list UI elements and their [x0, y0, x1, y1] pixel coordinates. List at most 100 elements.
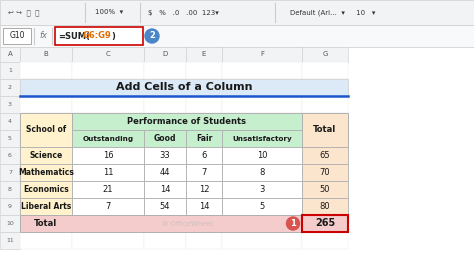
Text: 16: 16: [103, 151, 113, 160]
Text: F: F: [260, 51, 264, 57]
Bar: [3, 28, 31, 44]
Text: =SUM(: =SUM(: [58, 32, 90, 40]
Bar: [0, 164, 20, 181]
Bar: [20, 96, 72, 113]
Bar: [20, 79, 348, 96]
Text: 50: 50: [320, 185, 330, 194]
Bar: [144, 164, 186, 181]
Bar: [0, 181, 20, 198]
Bar: [222, 232, 302, 249]
Text: School of: School of: [26, 125, 66, 134]
Bar: [302, 130, 348, 147]
Text: 1: 1: [290, 219, 296, 228]
Text: C: C: [106, 51, 110, 57]
Text: Liberal Arts: Liberal Arts: [21, 202, 71, 211]
Bar: [302, 181, 348, 198]
Bar: [20, 62, 72, 79]
Bar: [186, 113, 222, 130]
Bar: [20, 79, 72, 96]
Text: 14: 14: [199, 202, 209, 211]
Bar: [144, 79, 186, 96]
Text: A: A: [8, 51, 12, 57]
Bar: [302, 113, 348, 130]
Bar: [0, 96, 20, 113]
Text: Total: Total: [35, 219, 58, 228]
Bar: [186, 147, 222, 164]
Bar: [302, 215, 348, 232]
Text: 14: 14: [160, 185, 170, 194]
Bar: [72, 130, 144, 147]
Bar: [186, 130, 222, 147]
Text: ↩ ↪  🖨  🖊: ↩ ↪ 🖨 🖊: [8, 9, 39, 16]
Text: Unsatisfactory: Unsatisfactory: [232, 136, 292, 142]
Bar: [72, 113, 144, 130]
Text: 11: 11: [103, 168, 113, 177]
Text: ): ): [111, 32, 115, 40]
Text: Default (Ari...  ▾     10   ▾: Default (Ari... ▾ 10 ▾: [290, 9, 375, 16]
Bar: [222, 198, 302, 215]
Bar: [222, 62, 302, 79]
Bar: [186, 47, 222, 62]
Text: 54: 54: [160, 202, 170, 211]
Bar: [302, 79, 348, 96]
Bar: [302, 164, 348, 181]
Bar: [144, 198, 186, 215]
Bar: [20, 113, 72, 147]
Bar: [20, 164, 72, 181]
Bar: [0, 130, 20, 147]
Bar: [20, 147, 72, 164]
Text: D: D: [163, 51, 168, 57]
Bar: [0, 232, 20, 249]
Bar: [72, 147, 144, 164]
Bar: [72, 164, 144, 181]
Bar: [186, 79, 222, 96]
Bar: [222, 181, 302, 198]
Text: Performance of Students: Performance of Students: [128, 117, 246, 126]
Text: 65: 65: [319, 151, 330, 160]
Bar: [302, 147, 348, 164]
Bar: [20, 198, 72, 215]
Text: 7: 7: [201, 168, 207, 177]
Bar: [20, 130, 72, 147]
Bar: [0, 47, 20, 62]
Bar: [72, 215, 144, 232]
Bar: [72, 96, 144, 113]
Bar: [222, 147, 302, 164]
Bar: [20, 181, 72, 198]
Bar: [0, 113, 20, 130]
Bar: [144, 62, 186, 79]
Text: ⚙ OfficeWheel: ⚙ OfficeWheel: [162, 221, 212, 227]
Bar: [144, 164, 186, 181]
Text: Good: Good: [154, 134, 176, 143]
Bar: [222, 113, 302, 130]
Text: 7: 7: [105, 202, 111, 211]
Text: 4: 4: [8, 119, 12, 124]
Bar: [302, 147, 348, 164]
Text: 3: 3: [8, 102, 12, 107]
Text: 12: 12: [199, 185, 209, 194]
Bar: [144, 47, 186, 62]
Text: Fair: Fair: [196, 134, 212, 143]
Bar: [0, 215, 20, 232]
Bar: [302, 232, 348, 249]
Bar: [144, 147, 186, 164]
Text: 21: 21: [103, 185, 113, 194]
Bar: [20, 215, 72, 232]
Bar: [144, 215, 186, 232]
Text: 10: 10: [257, 151, 267, 160]
Text: 3: 3: [259, 185, 264, 194]
Text: $   %   .0   .00  123▾: $ % .0 .00 123▾: [148, 10, 219, 15]
Text: Science: Science: [29, 151, 63, 160]
Text: 2: 2: [8, 85, 12, 90]
Text: 1: 1: [8, 68, 12, 73]
Bar: [222, 164, 302, 181]
Text: Add Cells of a Column: Add Cells of a Column: [116, 82, 252, 92]
Bar: [20, 215, 302, 232]
Text: 10: 10: [6, 221, 14, 226]
Circle shape: [145, 29, 159, 43]
Circle shape: [286, 217, 300, 230]
Bar: [72, 113, 302, 130]
Bar: [186, 181, 222, 198]
Text: 2: 2: [149, 32, 155, 40]
Bar: [0, 62, 20, 79]
